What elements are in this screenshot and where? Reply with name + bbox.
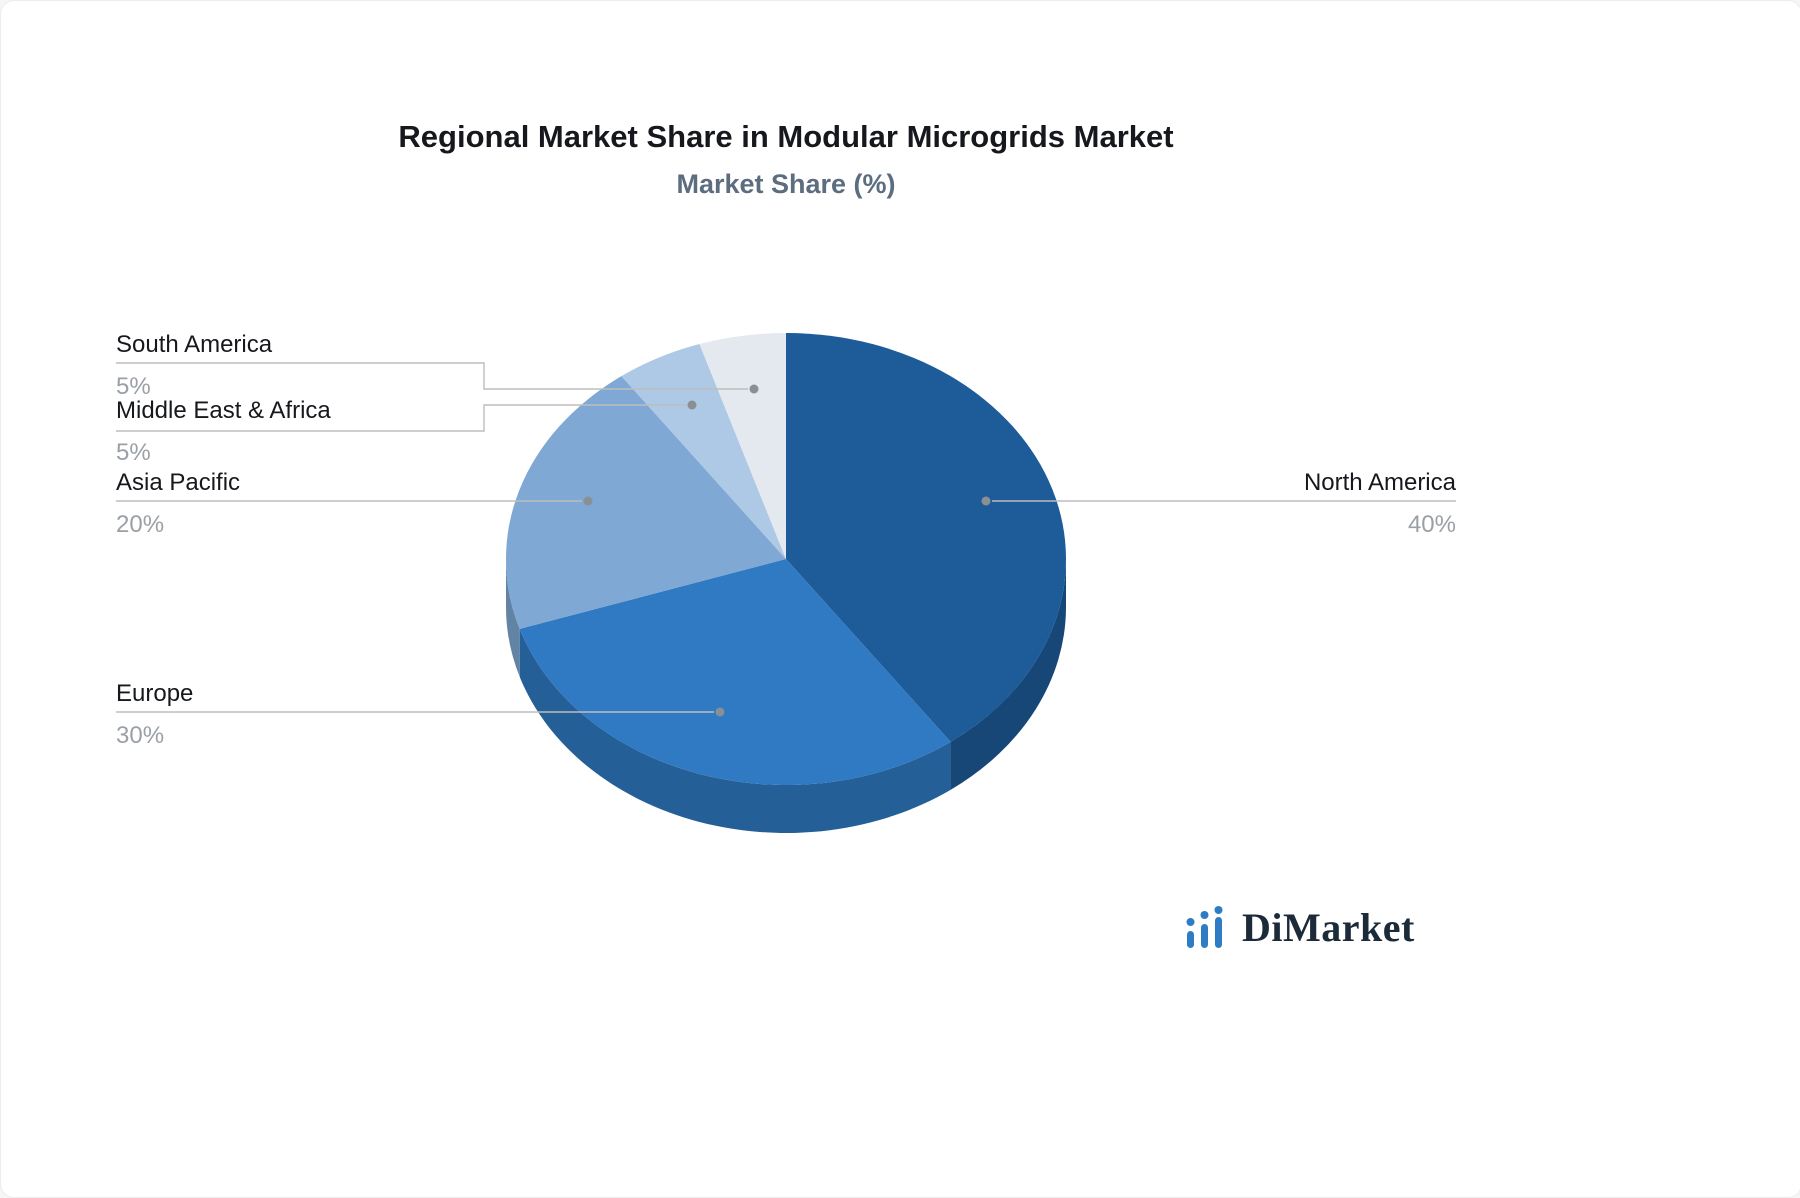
label-europe: Europe 30% bbox=[116, 680, 193, 750]
label-asia-pacific: Asia Pacific 20% bbox=[116, 469, 240, 539]
leader-dot-europe bbox=[715, 707, 725, 717]
label-name: South America bbox=[116, 331, 273, 358]
leader-dot-middle-east-africa bbox=[687, 400, 697, 410]
pie-slice-side bbox=[506, 559, 520, 677]
label-value: 5% bbox=[116, 373, 151, 400]
leader-line-south-america bbox=[116, 362, 748, 390]
label-name: North America bbox=[1303, 469, 1456, 496]
leader-line-middle-east-africa bbox=[116, 404, 686, 432]
leader-lines bbox=[116, 362, 1456, 713]
label-name: Asia Pacific bbox=[116, 469, 241, 496]
pie-slice-side bbox=[519, 628, 951, 833]
pie-slice bbox=[519, 559, 951, 786]
pie-slice bbox=[786, 333, 1066, 742]
label-value: 20% bbox=[116, 511, 165, 538]
label-value: 5% bbox=[116, 439, 151, 466]
label-value: 40% bbox=[1407, 511, 1456, 538]
pie-slice bbox=[506, 376, 786, 629]
pie-slice-side bbox=[950, 559, 1066, 790]
leader-dot-north-america bbox=[981, 496, 991, 506]
label-name: Europe bbox=[116, 680, 194, 707]
leader-dot-asia-pacific bbox=[583, 496, 593, 506]
logo-text: DiMarket bbox=[1242, 905, 1415, 950]
pie-slice bbox=[621, 344, 786, 559]
chart-subtitle: Market Share (%) bbox=[676, 169, 896, 199]
label-middle-east-africa: Middle East & Africa 5% bbox=[116, 397, 331, 467]
leader-dot-south-america bbox=[749, 384, 759, 394]
bar-chart-icon bbox=[1186, 905, 1223, 948]
label-name: Middle East & Africa bbox=[116, 397, 331, 424]
page-title: Regional Market Share in Modular Microgr… bbox=[398, 119, 1174, 154]
leader-dots bbox=[583, 384, 991, 717]
pie-3d-group bbox=[506, 333, 1066, 833]
label-north-america: North America 40% bbox=[1304, 469, 1456, 539]
label-value: 30% bbox=[116, 722, 165, 749]
label-south-america: South America 5% bbox=[116, 331, 272, 401]
brand-logo: DiMarket bbox=[1184, 904, 1415, 951]
